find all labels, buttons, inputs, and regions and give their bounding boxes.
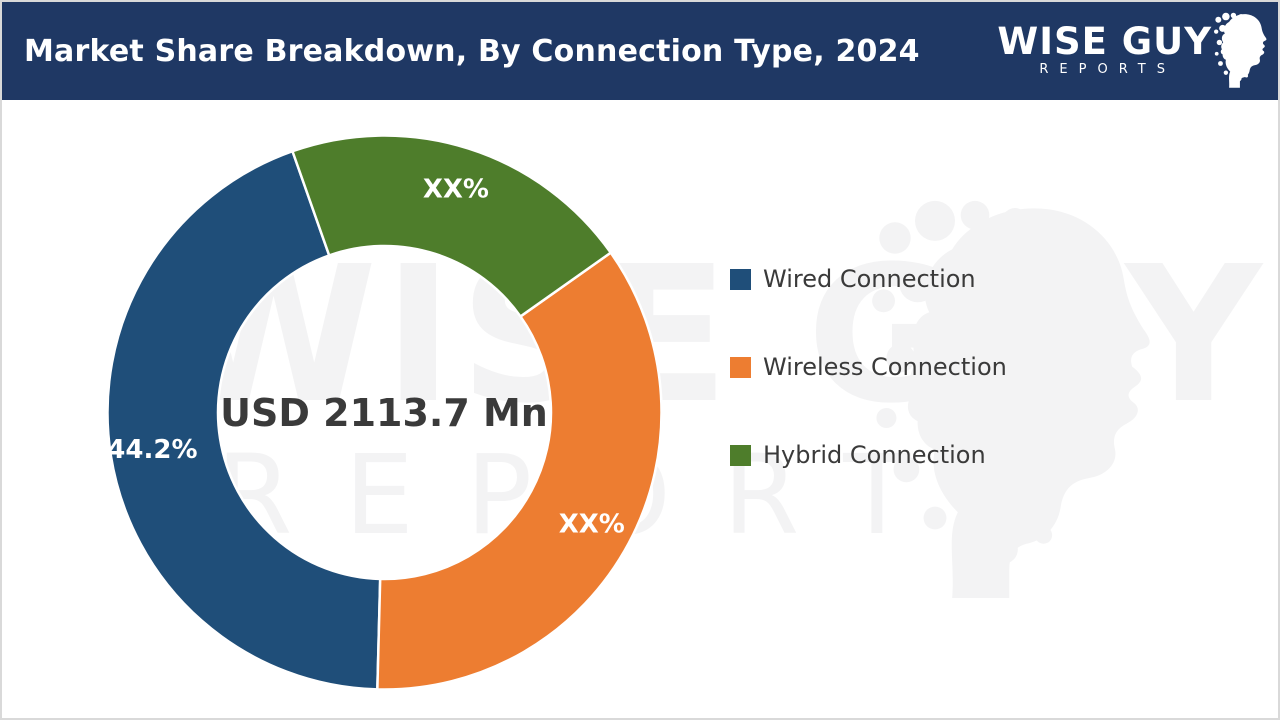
legend-label: Wireless Connection: [763, 353, 1007, 381]
donut-slice-hybrid-connection: [291, 134, 612, 318]
legend-swatch: [730, 444, 751, 466]
legend-swatch: [730, 268, 751, 290]
logo-line-wiseguy: WISE GUY: [997, 19, 1212, 63]
page-title: Market Share Breakdown, By Connection Ty…: [24, 33, 920, 69]
wiseguy-head-icon: [1214, 12, 1267, 88]
logo-wordmark: WISE GUY REPORTS: [997, 19, 1212, 78]
donut-slice-wireless-connection: [376, 251, 663, 691]
slice-label-hybrid-connection: XX%: [423, 175, 489, 205]
header: Market Share Breakdown, By Connection Ty…: [2, 2, 1278, 100]
donut-slice-wired-connection: [106, 149, 382, 691]
legend-item-wired-connection: Wired Connection: [730, 265, 1007, 293]
slice-label-wireless-connection: XX%: [559, 509, 625, 539]
legend-item-hybrid-connection: Hybrid Connection: [730, 441, 1007, 469]
slice-label-wired-connection: 44.2%: [107, 435, 197, 465]
legend-label: Wired Connection: [763, 265, 976, 293]
legend-label: Hybrid Connection: [763, 441, 986, 469]
legend-item-wireless-connection: Wireless Connection: [730, 353, 1007, 381]
legend: Wired Connection Wireless Connection Hybri…: [730, 265, 1007, 530]
logo: WISE GUY REPORTS: [997, 10, 1268, 90]
donut-center-label: USD 2113.7 Mn: [220, 391, 548, 435]
legend-swatch: [730, 356, 751, 378]
logo-line-reports: REPORTS: [1039, 62, 1176, 78]
